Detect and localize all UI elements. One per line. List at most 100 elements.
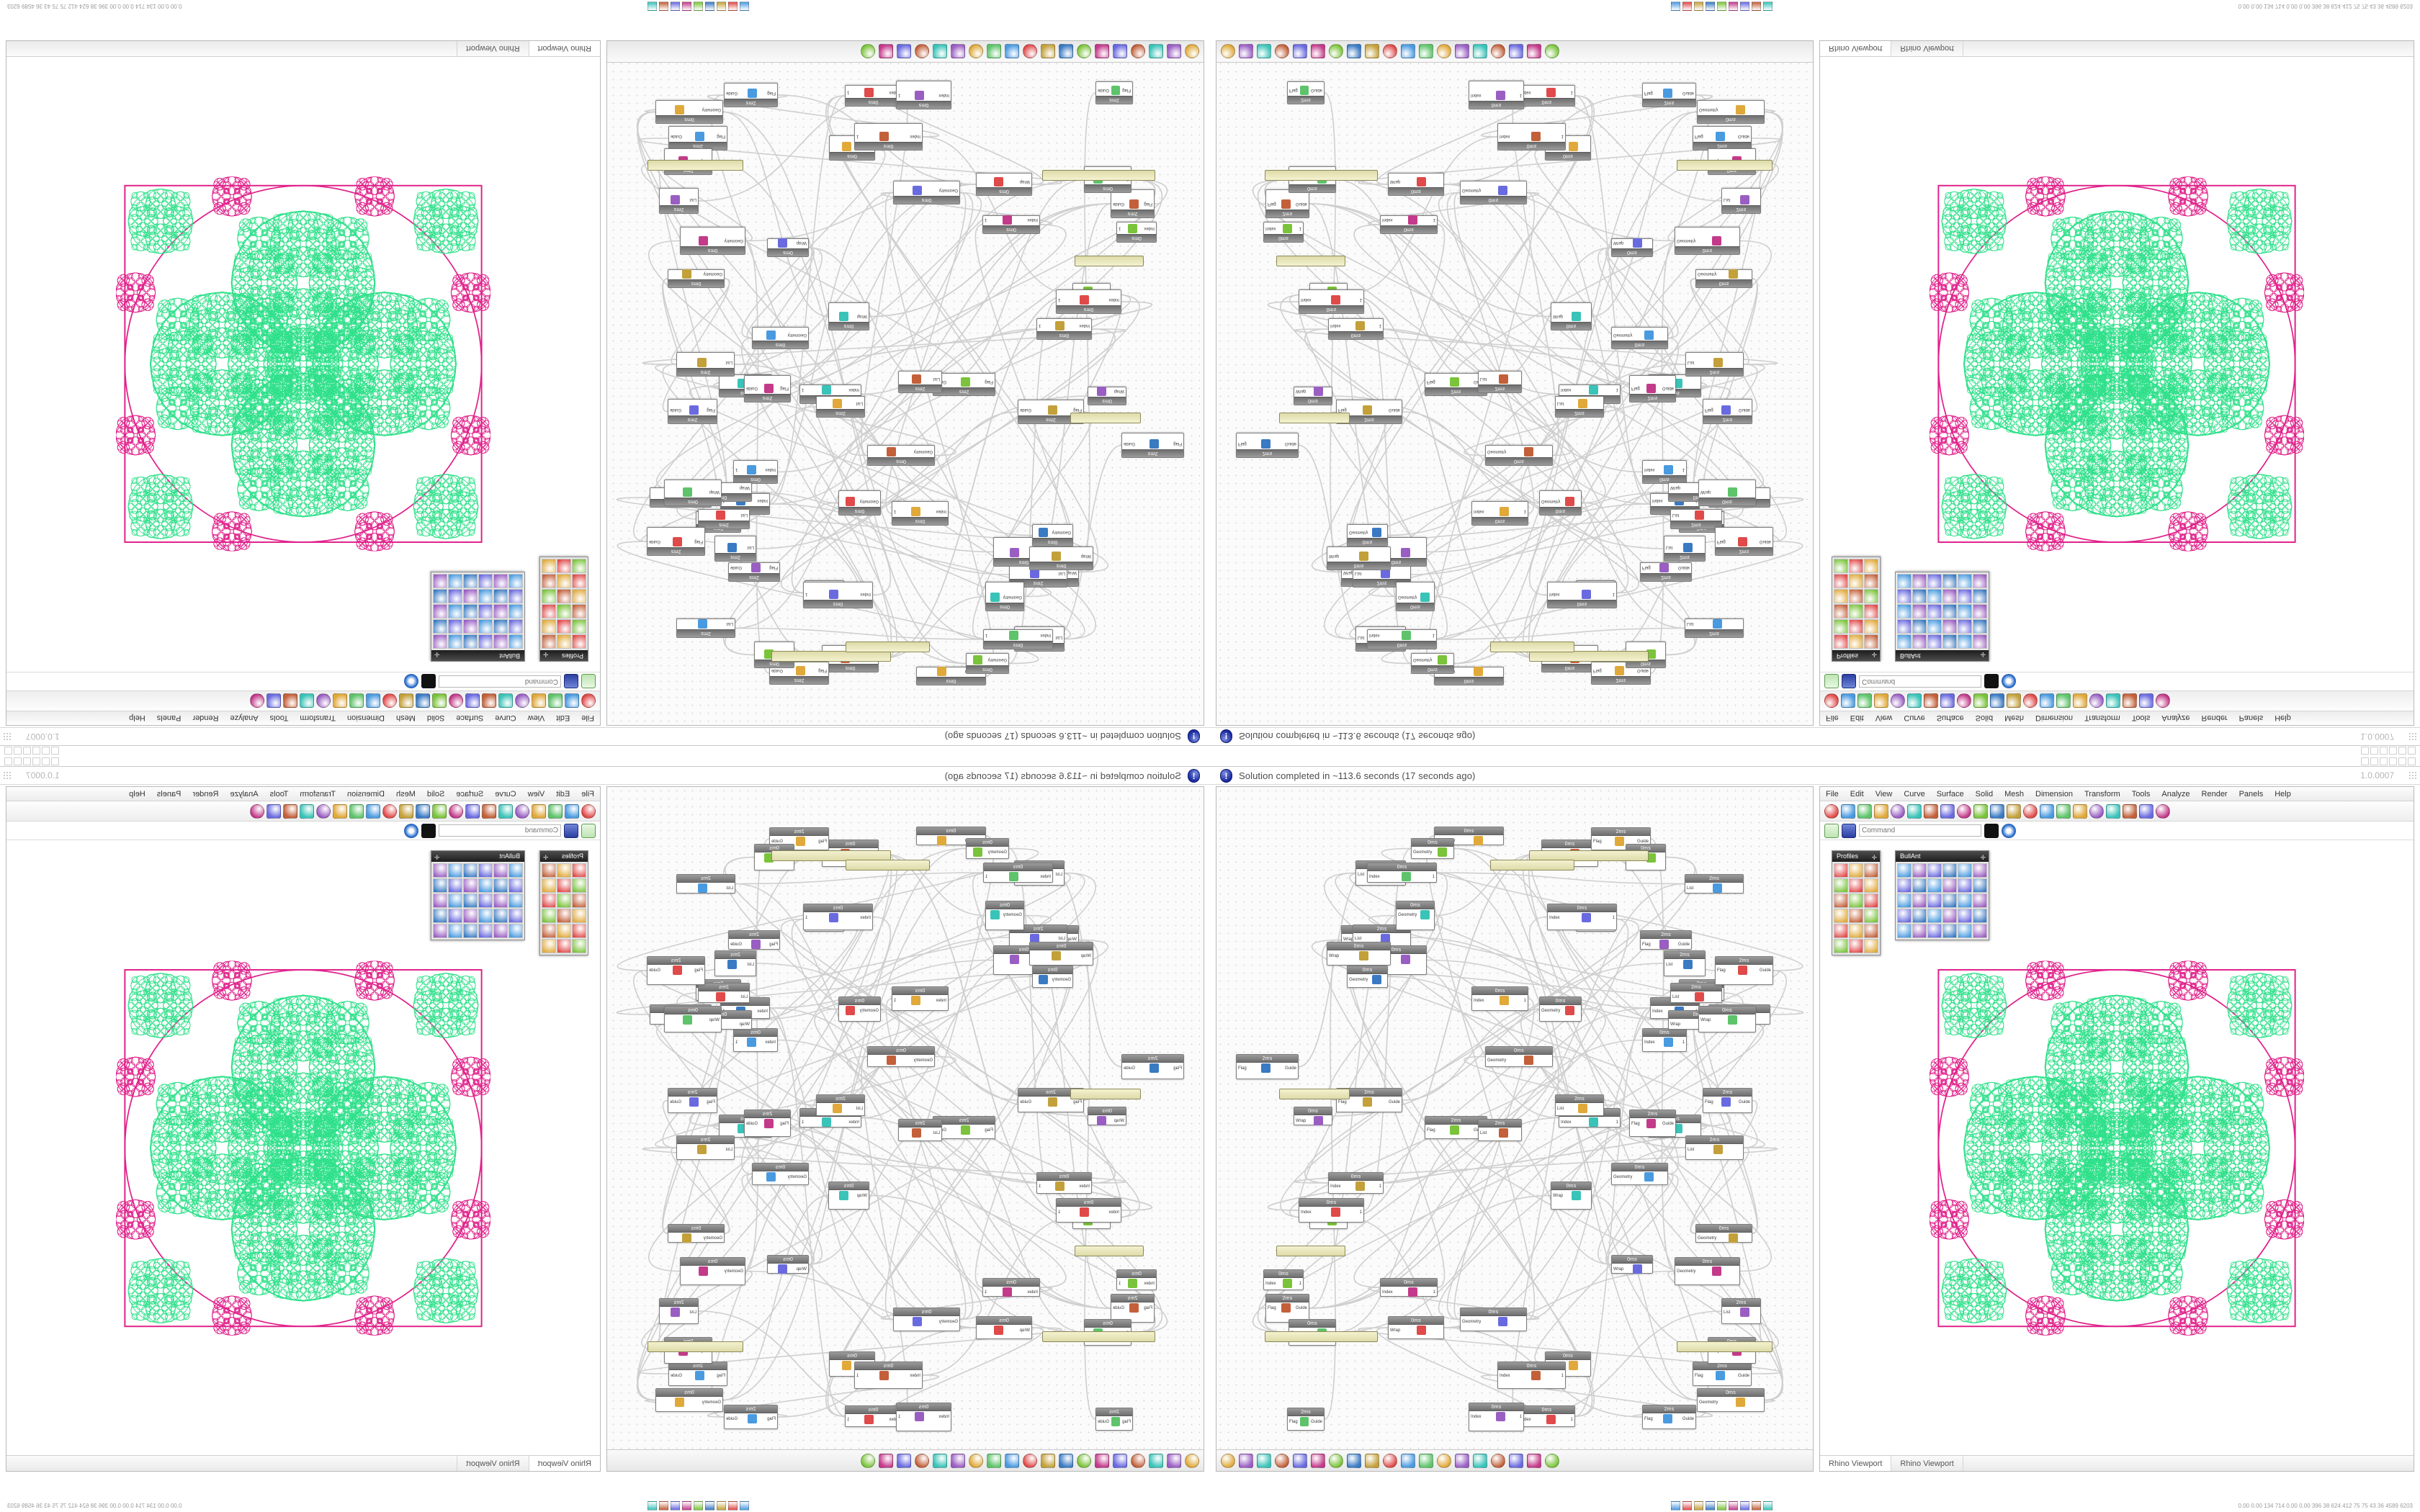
rhino-viewport[interactable]: Profiles ✛ BullAnt ✛ Rhino Viewport Rhi (6, 840, 600, 1471)
terminal-icon[interactable] (647, 1500, 657, 1511)
new-file-icon[interactable] (581, 823, 596, 838)
palette-tool-icon[interactable] (1942, 604, 1957, 618)
save-icon[interactable] (565, 693, 579, 708)
pin-icon[interactable] (1473, 44, 1487, 59)
palette-tool-icon[interactable] (493, 604, 508, 618)
torus-icon[interactable] (1131, 1453, 1145, 1468)
tray-icon[interactable] (14, 747, 22, 755)
palette-tool-icon[interactable] (1864, 894, 1878, 908)
palette-tool-icon[interactable] (478, 924, 493, 938)
palette-tool-icon[interactable] (1897, 909, 1912, 923)
palette-tool-icon[interactable] (433, 863, 447, 878)
terminal-icon[interactable] (1763, 1, 1773, 12)
new-file-icon[interactable] (1824, 823, 1839, 838)
palette-tool-icon[interactable] (1927, 894, 1942, 908)
cube-icon[interactable] (2073, 804, 2087, 819)
command-input[interactable] (1859, 824, 1981, 837)
palette-tool-icon[interactable] (1927, 604, 1942, 618)
palette-tool-icon[interactable] (1897, 589, 1912, 603)
teal-icon[interactable] (300, 693, 314, 708)
cube-icon[interactable] (2073, 693, 2087, 708)
palette-bullant[interactable]: BullAnt ✛ (431, 572, 525, 662)
pin-icon[interactable] (933, 44, 947, 59)
menu-item-transform[interactable]: Transform (300, 714, 336, 723)
palette-profiles[interactable]: Profiles ✛ (539, 850, 588, 955)
pin-icon[interactable]: ✛ (1871, 852, 1877, 863)
shear-icon[interactable] (366, 693, 380, 708)
palette-tool-icon[interactable] (1864, 878, 1878, 893)
menu-item-help[interactable]: Help (129, 790, 145, 798)
cross-icon[interactable] (1365, 1453, 1379, 1468)
number-slider[interactable] (1529, 850, 1649, 861)
green-icon[interactable] (2123, 804, 2137, 819)
menu-item-solid[interactable]: Solid (1976, 790, 1993, 798)
menu-item-edit[interactable]: Edit (556, 714, 570, 723)
palette-bullant[interactable]: BullAnt ✛ (1895, 850, 1989, 940)
folder-icon[interactable] (861, 1453, 875, 1468)
number-slider[interactable] (846, 642, 930, 652)
menu-item-help[interactable]: Help (2275, 714, 2291, 723)
wrench-icon[interactable] (1077, 44, 1091, 59)
text-editor-icon[interactable] (1740, 1500, 1749, 1511)
wrench-icon[interactable] (1329, 1453, 1343, 1468)
palette-tool-icon[interactable] (433, 574, 447, 588)
terminal-icon[interactable] (647, 1, 657, 12)
palette-bullant[interactable]: BullAnt ✛ (1895, 572, 1989, 662)
palette-tool-icon[interactable] (1834, 574, 1848, 588)
snap-icon[interactable] (1984, 674, 1999, 689)
cylinder-icon[interactable] (1924, 804, 1938, 819)
palette-tool-icon[interactable] (448, 634, 462, 649)
menu-item-render[interactable]: Render (192, 790, 218, 798)
os-taskbar[interactable]: 0.00 0.00 134 714 0.00 0.00 396 38 624 4… (1210, 0, 2420, 13)
palette-tool-icon[interactable] (1897, 634, 1912, 649)
bulb-icon[interactable] (1383, 1453, 1397, 1468)
menu-item-view[interactable]: View (1876, 714, 1893, 723)
analyze-icon[interactable] (465, 804, 480, 819)
rhino-toolbar[interactable] (6, 801, 600, 822)
bulb-icon[interactable] (1383, 44, 1397, 59)
number-slider[interactable] (1042, 170, 1155, 181)
palette-tool-icon[interactable] (448, 894, 462, 908)
globe-icon[interactable] (1239, 1453, 1253, 1468)
cylinder-icon[interactable] (1924, 693, 1938, 708)
palette-grid[interactable] (1896, 572, 1989, 650)
palette-tool-icon[interactable] (572, 589, 586, 603)
cube-icon[interactable] (333, 804, 347, 819)
palette-tool-icon[interactable] (1864, 619, 1878, 634)
camera-icon[interactable] (1455, 1453, 1469, 1468)
palette-tool-icon[interactable] (1849, 863, 1863, 878)
layer-select-icon[interactable] (1857, 804, 1872, 819)
palette-tool-icon[interactable] (1942, 574, 1957, 588)
pin-icon[interactable]: ✛ (543, 649, 549, 660)
quadrant-top-right[interactable]: Solution completed in ~113.6 seconds (17… (1210, 0, 2420, 756)
save-icon[interactable] (564, 674, 578, 689)
